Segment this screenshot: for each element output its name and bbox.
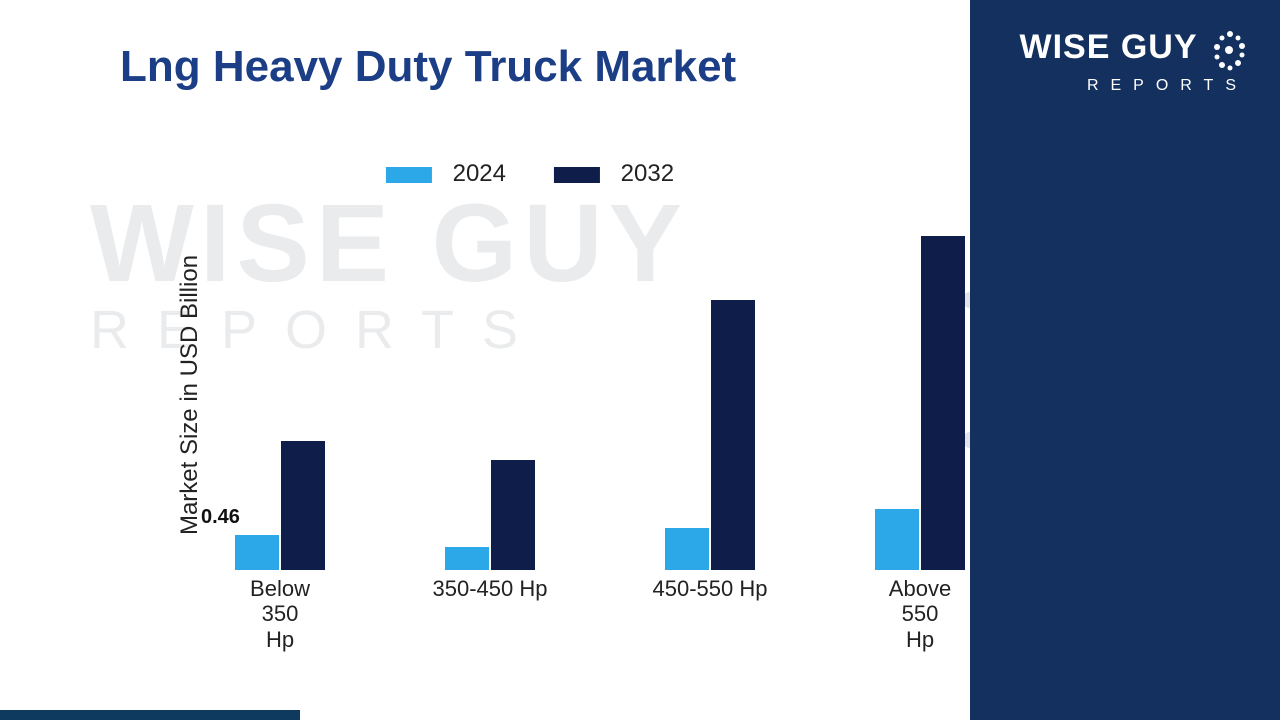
bar-value-label: 0.46 bbox=[201, 506, 240, 529]
brand-line2: REPORTS bbox=[1020, 77, 1248, 95]
legend-item-2032: 2032 bbox=[554, 160, 674, 188]
bar-2024 bbox=[665, 528, 709, 570]
bar-2032 bbox=[491, 460, 535, 570]
category-label: Below350Hp bbox=[200, 576, 360, 652]
bar-group: Above550Hp bbox=[840, 190, 1000, 570]
plot-area: 0.46Below350Hp350-450 Hp450-550 HpAbove5… bbox=[160, 190, 970, 570]
page-title: Lng Heavy Duty Truck Market bbox=[120, 42, 736, 92]
bar-2032 bbox=[921, 236, 965, 570]
right-panel bbox=[970, 0, 1280, 720]
brand-logo: WISE GUY REPORTS bbox=[1020, 28, 1248, 95]
category-label: Above550Hp bbox=[840, 576, 1000, 652]
legend-item-2024: 2024 bbox=[386, 160, 506, 188]
bar-2032 bbox=[711, 300, 755, 570]
brand-head-icon bbox=[1208, 28, 1248, 79]
legend-label-2032: 2032 bbox=[621, 160, 674, 187]
chart-legend: 2024 2032 bbox=[386, 160, 674, 188]
bar-2024 bbox=[235, 535, 279, 570]
bar-group: 350-450 Hp bbox=[410, 190, 570, 570]
category-label: 450-550 Hp bbox=[630, 576, 790, 601]
bar-2032 bbox=[281, 441, 325, 570]
legend-swatch-2032 bbox=[554, 167, 600, 183]
legend-swatch-2024 bbox=[386, 167, 432, 183]
bar-2024 bbox=[445, 547, 489, 570]
bar-chart: 2024 2032 Market Size in USD Billion 0.4… bbox=[90, 160, 970, 630]
bottom-accent bbox=[0, 710, 300, 720]
bar-group: 0.46Below350Hp bbox=[200, 190, 360, 570]
bar-group: 450-550 Hp bbox=[630, 190, 790, 570]
infographic-stage: { "title": "Lng Heavy Duty Truck Market"… bbox=[0, 0, 1280, 720]
legend-label-2024: 2024 bbox=[453, 160, 506, 187]
category-label: 350-450 Hp bbox=[410, 576, 570, 601]
brand-line1: WISE GUY bbox=[1020, 28, 1198, 66]
bar-2024 bbox=[875, 509, 919, 570]
